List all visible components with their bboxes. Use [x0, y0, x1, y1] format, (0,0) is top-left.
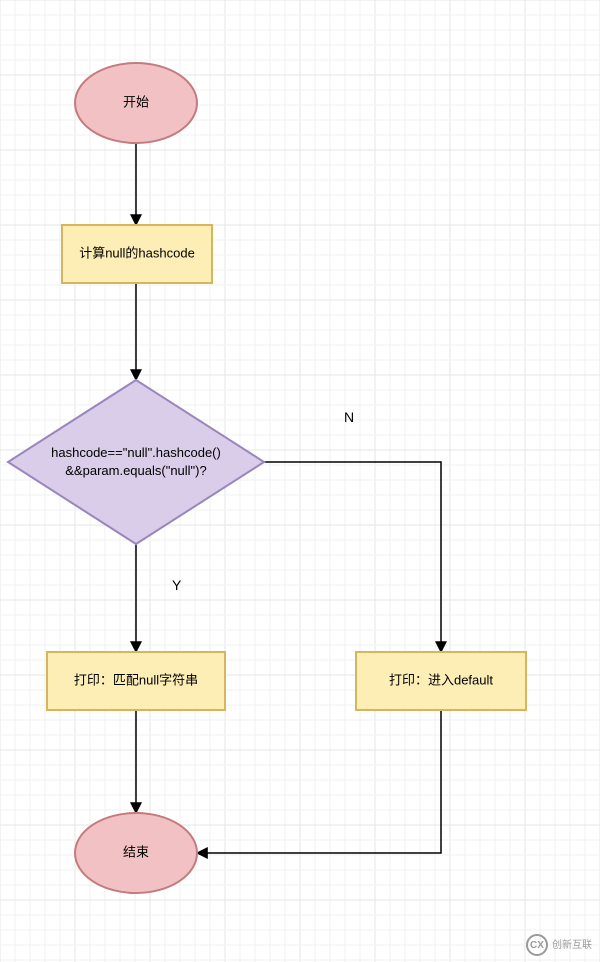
node-label-start: 开始 — [123, 94, 149, 109]
node-print_match: 打印：匹配null字符串 — [47, 652, 225, 710]
node-calc: 计算null的hashcode — [62, 225, 212, 283]
node-label-calc: 计算null的hashcode — [79, 245, 195, 260]
nodes-group: 开始计算null的hashcodehashcode=="null".hashco… — [8, 63, 526, 893]
node-end: 结束 — [75, 813, 197, 893]
watermark-brand: 创新互联 — [552, 940, 592, 951]
watermark: CX 创新互联 — [526, 934, 592, 956]
node-label-print_default: 打印：进入default — [389, 672, 493, 687]
edge-e6 — [197, 710, 441, 853]
edge-label-e4: N — [344, 409, 354, 425]
node-start: 开始 — [75, 63, 197, 143]
watermark-logo-icon: CX — [526, 934, 548, 956]
edge-e4 — [264, 462, 441, 652]
node-label-print_match: 打印：匹配null字符串 — [74, 672, 198, 687]
flowchart-canvas: YN开始计算null的hashcodehashcode=="null".hash… — [0, 0, 600, 962]
edge-label-e3: Y — [172, 577, 182, 593]
node-print_default: 打印：进入default — [356, 652, 526, 710]
node-label-end: 结束 — [123, 844, 149, 859]
